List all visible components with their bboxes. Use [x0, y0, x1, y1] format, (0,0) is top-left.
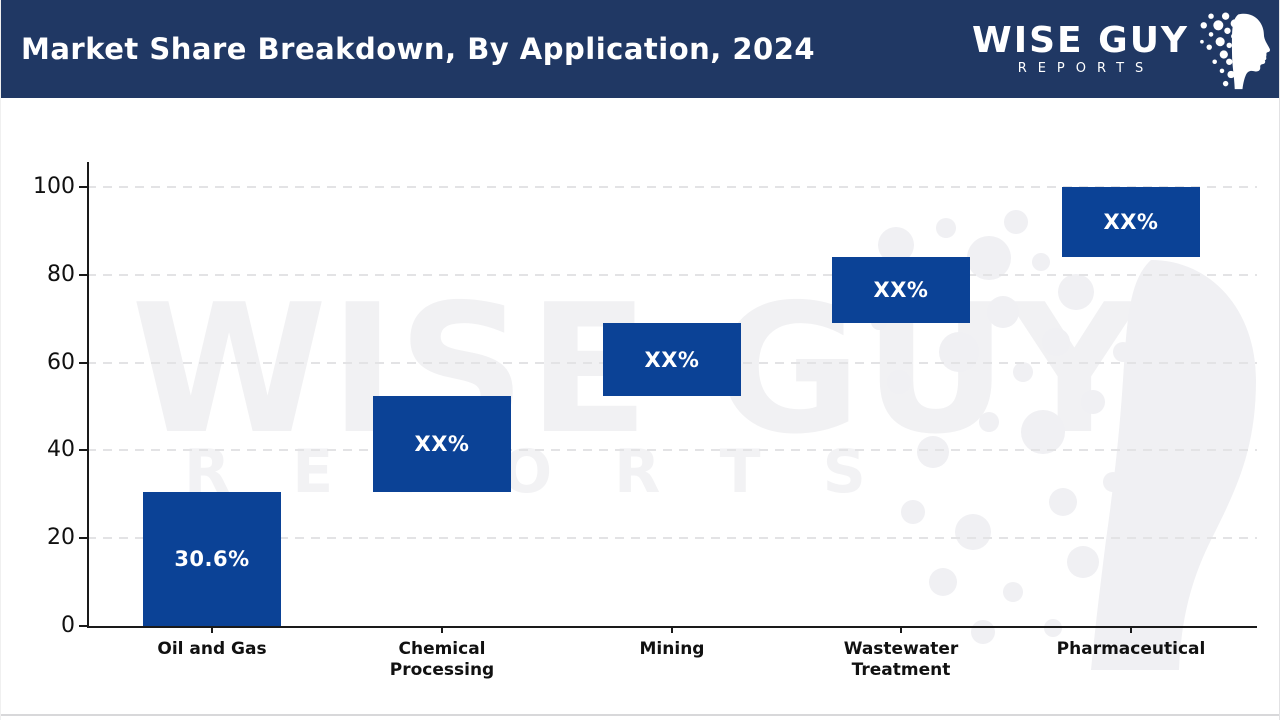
y-tick-mark [79, 625, 87, 627]
logo-text: WISE GUY REPORTS [971, 20, 1189, 76]
gridline [87, 273, 1257, 276]
y-tick-label: 60 [47, 349, 75, 375]
category-label: Pharmaceutical [1056, 639, 1206, 659]
y-tick-mark [79, 186, 87, 188]
x-tick-mark [211, 626, 213, 633]
footer-divider [1, 714, 1279, 716]
wise-guy-reports-logo: WISE GUY REPORTS [972, 4, 1273, 94]
x-tick-mark [900, 626, 902, 633]
bar-value-label: XX% [644, 347, 700, 372]
report-header: Market Share Breakdown, By Application, … [1, 0, 1279, 98]
bar-value-label: XX% [873, 278, 929, 303]
bar-value-label: XX% [414, 431, 470, 456]
category-label: Mining [639, 639, 705, 659]
waterfall-chart: 0 20 40 60 80 100 30.6% Oil and Gas XX% Chemical … [1, 98, 1279, 720]
logo-wordmark: WISE GUY [971, 20, 1189, 61]
y-tick-mark [79, 449, 87, 452]
bar-value-label: XX% [1103, 210, 1159, 235]
watermark-reports: REPORTS [184, 437, 928, 507]
bar-value-label: 30.6% [174, 546, 250, 571]
y-tick-mark [79, 361, 87, 364]
y-tick-mark [79, 537, 87, 540]
y-tick-mark [79, 273, 87, 276]
y-tick-label: 20 [47, 525, 75, 551]
y-tick-label: 0 [61, 613, 75, 638]
bar-segment: XX% [1062, 187, 1200, 258]
gridline [87, 537, 1257, 540]
category-label: Chemical Processing [389, 639, 495, 680]
bar-segment: XX% [832, 257, 970, 324]
x-tick-mark [441, 626, 443, 633]
gridline [87, 449, 1257, 452]
y-tick-label: 100 [33, 174, 75, 199]
bar-segment: XX% [373, 395, 511, 492]
x-tick-mark [1130, 626, 1132, 633]
page-title: Market Share Breakdown, By Application, … [21, 32, 816, 66]
bar-segment: 30.6% [143, 491, 281, 626]
y-axis [87, 162, 89, 628]
category-label: Oil and Gas [157, 639, 267, 659]
bar-segment: XX% [603, 323, 741, 396]
logo-subtitle: REPORTS [1017, 61, 1155, 76]
logo-face-icon [1200, 12, 1270, 90]
y-tick-label: 80 [47, 261, 75, 287]
x-tick-mark [671, 626, 673, 633]
y-tick-label: 40 [47, 437, 75, 463]
gridline [87, 186, 1257, 188]
category-label: Wastewater Treatment [843, 639, 959, 680]
